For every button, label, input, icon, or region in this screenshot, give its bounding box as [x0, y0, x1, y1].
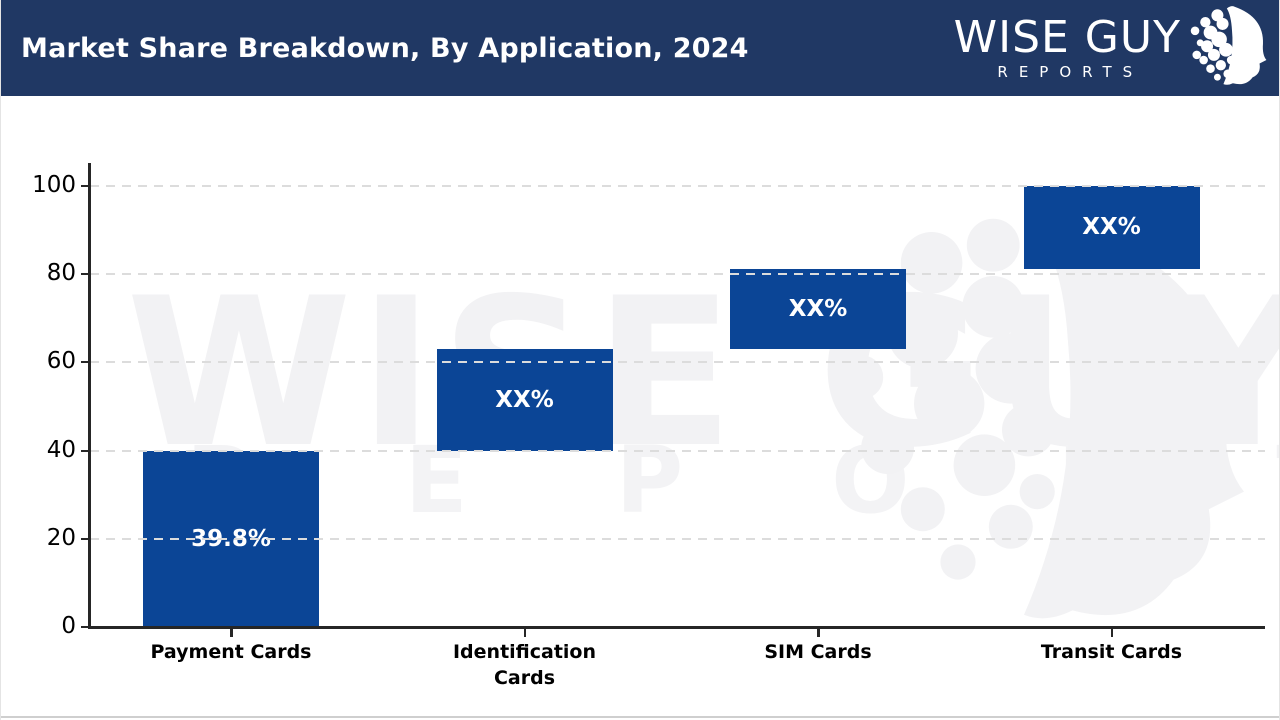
x-category-label: Payment Cards: [150, 641, 312, 663]
y-tick: [81, 361, 90, 364]
x-tick: [230, 628, 233, 637]
y-tick: [81, 185, 90, 187]
bottom-border: [1, 716, 1279, 718]
gridline-100: [90, 185, 1265, 187]
y-tick: [81, 449, 90, 452]
x-axis-line: [88, 626, 1265, 629]
x-tick: [523, 628, 526, 637]
bar-sim-cards: XX%: [730, 268, 906, 349]
wiseguy-logo-text: WISE GUY REPORTS: [953, 11, 1181, 81]
bar-value-label: XX%: [1082, 214, 1141, 241]
wiseguy-logo: WISE GUY REPORTS: [954, 3, 1269, 93]
y-tick: [81, 537, 90, 540]
page-title: Market Share Breakdown, By Application, …: [21, 32, 749, 64]
y-tick-label: 0: [61, 613, 76, 639]
x-category-label: Transit Cards: [1040, 641, 1183, 663]
y-tick: [81, 273, 90, 276]
gridline-60: [90, 361, 1265, 364]
gridline-20: [90, 537, 1265, 540]
x-tick: [1110, 628, 1113, 637]
bar-transit-cards: XX%: [1023, 186, 1200, 269]
y-tick-label: 80: [46, 260, 76, 287]
x-tick: [817, 628, 820, 637]
x-category-label: SIM Cards: [764, 641, 872, 663]
gridline-80: [90, 273, 1265, 276]
logo-reports-label: REPORTS: [997, 62, 1144, 81]
y-tick-label: 60: [46, 348, 76, 375]
bar-value-label: XX%: [495, 387, 554, 414]
logo-wiseguy-label: WISE GUY: [953, 11, 1181, 63]
header-bar: Market Share Breakdown, By Application, …: [1, 0, 1279, 96]
y-tick-label: 20: [46, 524, 76, 551]
y-tick-label: 100: [32, 172, 76, 198]
x-category-label: Identification Cards: [452, 641, 597, 689]
gridline-40: [90, 449, 1265, 452]
bar-identification-cards: XX%: [436, 348, 613, 452]
y-tick-label: 40: [46, 436, 76, 463]
y-tick: [81, 626, 90, 628]
wiseguy-head-icon: [1190, 6, 1267, 85]
y-axis-line: [88, 163, 91, 629]
bar-value-label: XX%: [788, 295, 848, 322]
